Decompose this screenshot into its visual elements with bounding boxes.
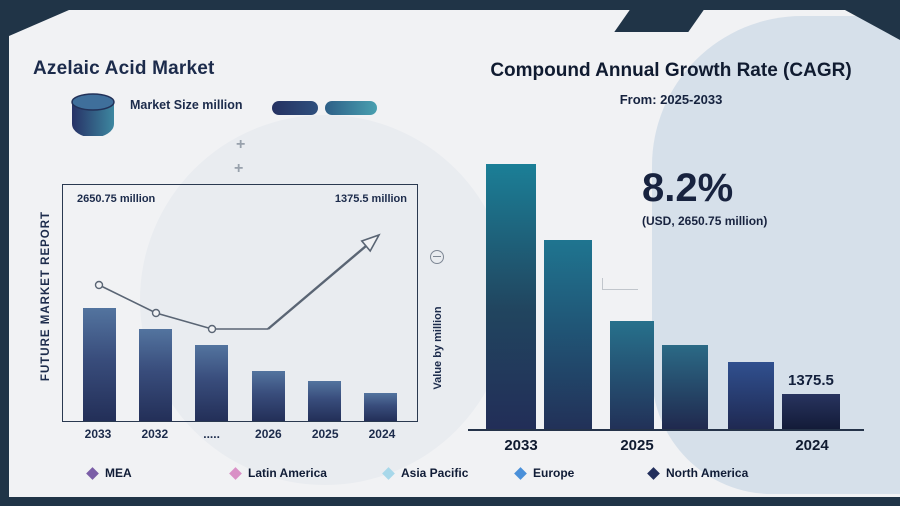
forecast-arrow-head — [360, 233, 381, 253]
x-label: 2033 — [504, 437, 538, 454]
pill-segment-teal — [325, 101, 377, 115]
legend-label: Latin America — [248, 466, 327, 480]
right-bar-chart — [468, 159, 864, 429]
trend-line — [98, 284, 268, 330]
right-bar-2033-s1 — [486, 164, 536, 429]
legend-item-europe: Europe — [514, 466, 575, 480]
left-bar-chart: 2650.75 million 1375.5 million — [62, 184, 418, 422]
right-chart-title: Compound Annual Growth Rate (CAGR) — [490, 60, 852, 81]
left-chart-min-annotation: 1375.5 million — [334, 193, 407, 205]
region-legend: MEA Latin America Asia Pacific Europe No… — [0, 466, 900, 488]
legend-label: North America — [666, 466, 749, 480]
top-left-triangle-decoration — [9, 10, 69, 36]
bar-value-label: 1375.5 — [788, 372, 834, 389]
bracket-decoration — [602, 278, 638, 290]
background-circle-shape — [140, 115, 510, 485]
future-market-report-label: FUTURE MARKET REPORT — [40, 210, 52, 382]
gradient-pill-decoration — [272, 101, 377, 115]
right-bar-2033-s2 — [544, 240, 592, 429]
left-chart-title: Azelaic Acid Market — [33, 58, 215, 79]
database-cylinder-icon — [71, 93, 115, 136]
value-axis-label: Value by million — [432, 306, 444, 390]
x-label: 2024 — [795, 437, 829, 454]
left-bar-2025 — [308, 380, 342, 421]
right-bar-2025-s2 — [662, 345, 708, 429]
top-border-band — [0, 0, 900, 10]
trend-marker — [151, 308, 161, 318]
plus-decoration: + — [234, 160, 244, 177]
legend-diamond — [382, 466, 395, 480]
x-label: 2025 — [311, 427, 339, 441]
right-bar-2024-s1 — [728, 361, 774, 429]
left-bar-2033 — [82, 307, 116, 421]
circle-minus-decoration — [430, 250, 444, 264]
legend-item-latin-america: Latin America — [229, 466, 327, 480]
right-chart-baseline — [468, 429, 864, 431]
left-bar-2026 — [251, 371, 285, 421]
plus-decoration: + — [236, 136, 246, 153]
right-bar-2025-s1 — [610, 321, 654, 429]
forecast-arrow-shaft — [267, 245, 367, 330]
right-chart-subtitle: From: 2025-2033 — [619, 92, 723, 107]
left-bar-..... — [195, 345, 229, 421]
x-label: 2025 — [620, 437, 654, 454]
x-label: 2026 — [255, 427, 282, 441]
legend-diamond — [514, 466, 527, 480]
top-middle-shape-decoration — [614, 10, 704, 32]
bar-group-2024 — [728, 159, 840, 429]
legend-item-north-america: North America — [647, 466, 749, 480]
trend-marker — [94, 280, 104, 290]
left-bar-2032 — [138, 328, 172, 421]
legend-diamond — [229, 466, 242, 480]
left-bars — [63, 185, 417, 421]
left-x-axis-labels: 2033 2032 ..... 2026 2025 2024 — [62, 427, 418, 441]
trend-line-overlay — [94, 233, 381, 334]
legend-item-asia-pacific: Asia Pacific — [382, 466, 469, 480]
x-label: 2032 — [141, 427, 169, 441]
legend-label: MEA — [105, 466, 132, 480]
legend-item-mea: MEA — [86, 466, 132, 480]
x-label: 2033 — [84, 427, 112, 441]
bar-group-2025 — [610, 159, 708, 429]
left-chart-max-annotation: 2650.75 million — [77, 193, 156, 205]
market-size-legend-label: Market Size million — [130, 98, 243, 112]
legend-diamond — [86, 466, 99, 480]
bottom-border-band — [0, 497, 900, 506]
legend-label: Europe — [533, 466, 575, 480]
legend-label: Asia Pacific — [401, 466, 469, 480]
left-border-band — [0, 0, 9, 506]
left-bar-2024 — [364, 392, 398, 421]
right-bars — [468, 159, 864, 429]
bar-group-2033 — [486, 159, 592, 429]
x-label: ..... — [203, 427, 220, 441]
right-bar-2024-s2 — [782, 393, 840, 429]
x-label: 2024 — [368, 427, 396, 441]
legend-diamond — [647, 466, 660, 480]
cagr-basis: (USD, 2650.75 million) — [642, 214, 768, 228]
trend-marker — [207, 324, 217, 334]
cagr-value: 8.2% — [642, 166, 734, 210]
top-right-triangle-decoration — [845, 10, 900, 40]
pill-segment-navy — [272, 101, 318, 115]
